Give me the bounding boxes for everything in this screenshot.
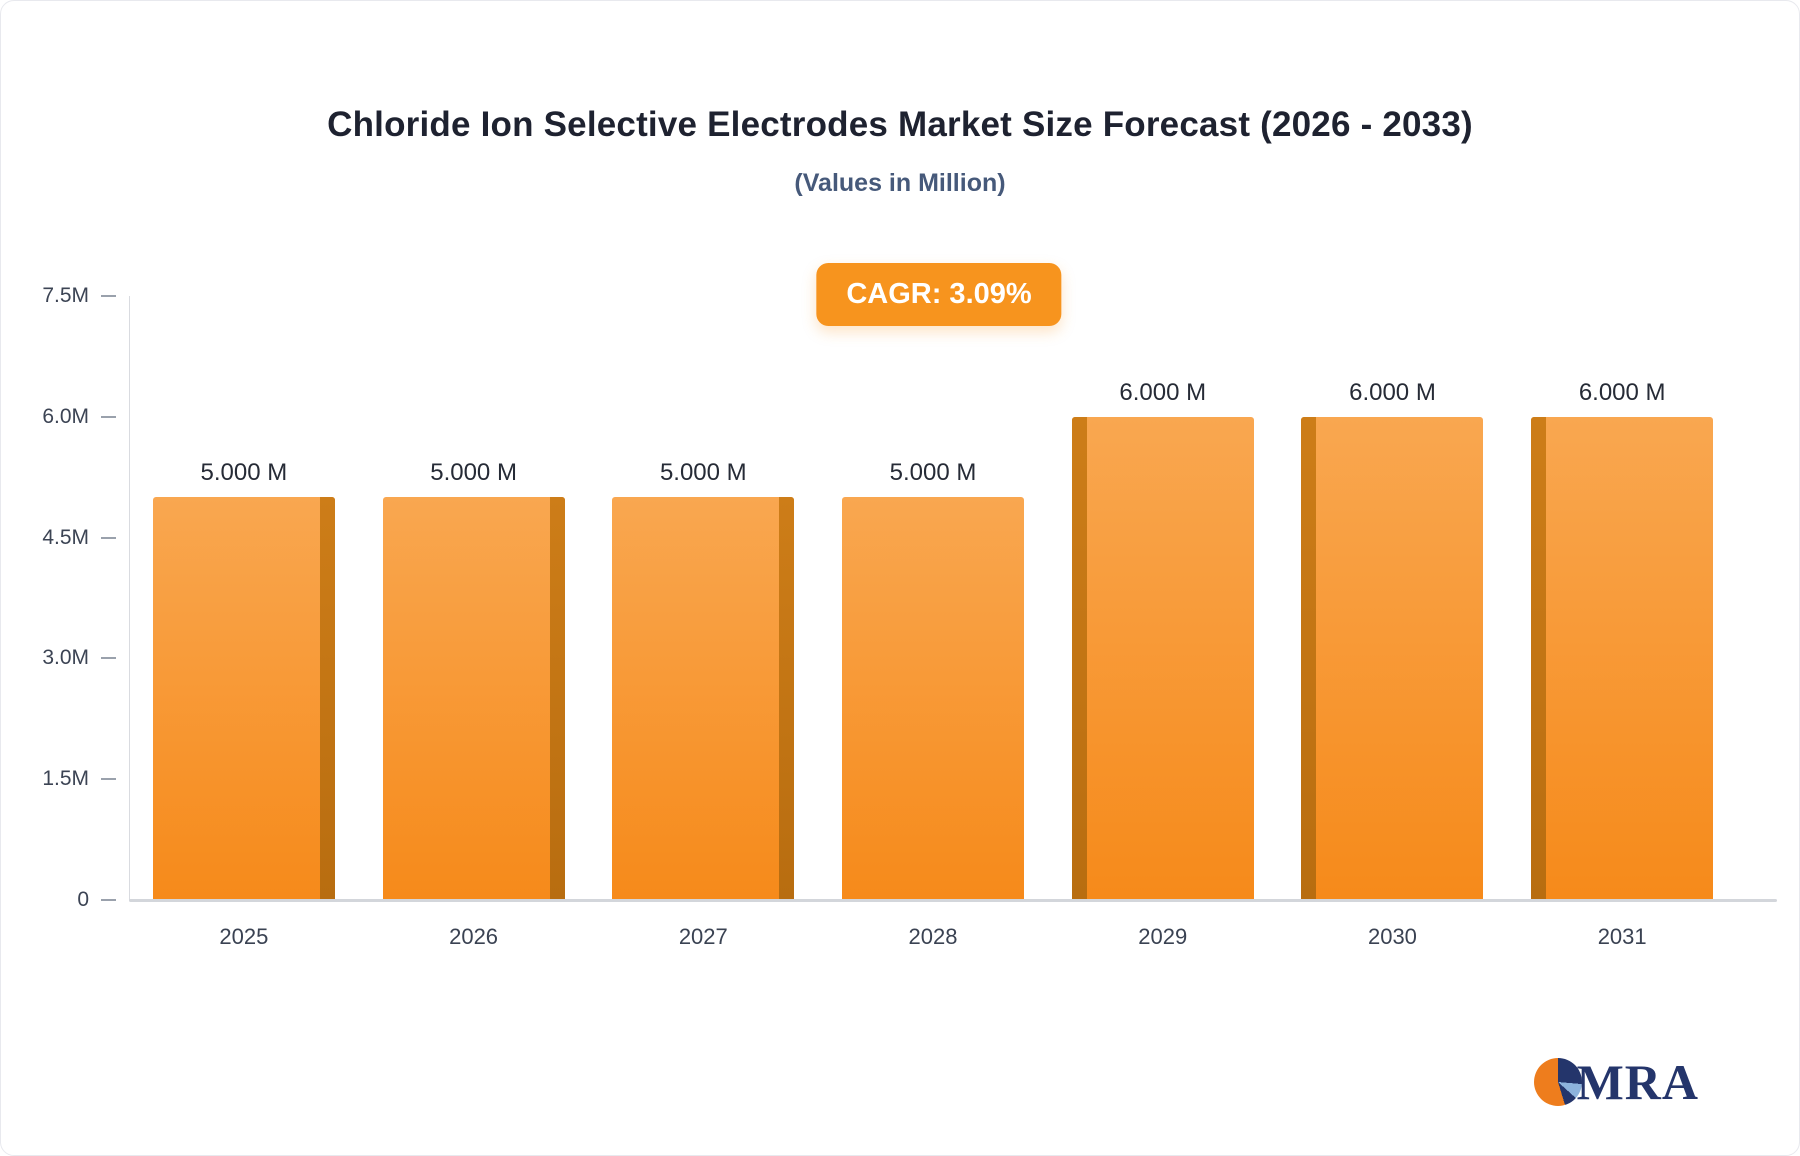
bar xyxy=(612,497,795,900)
bar xyxy=(1301,416,1484,900)
bar-slot: 5.000 M 2027 xyxy=(588,296,818,949)
bar-slot: 5.000 M 2025 xyxy=(129,296,359,949)
bar-value-label: 5.000 M xyxy=(430,459,517,487)
bar-value-label: 6.000 M xyxy=(1119,378,1207,406)
bar-3d-side xyxy=(1531,416,1547,900)
bar-slot: 6.000 M 2029 xyxy=(1048,296,1278,949)
y-axis-line xyxy=(129,296,130,900)
x-axis-label: 2028 xyxy=(908,924,958,949)
x-axis-label: 2026 xyxy=(449,924,499,949)
y-tick-mark xyxy=(101,536,116,539)
bar-value-label: 5.000 M xyxy=(659,459,747,487)
bar xyxy=(152,497,335,900)
bar-slot: 6.000 M 2030 xyxy=(1278,296,1508,949)
plot-area: 7.5M 6.0M 4.5M 3.0M 1.5M 0 5.000 M 2025 5.000 M… xyxy=(42,284,1777,949)
x-axis-label: 2030 xyxy=(1367,924,1417,949)
bar-3d-side xyxy=(1071,416,1087,900)
logo-text: MRA xyxy=(1576,1054,1699,1110)
bar-3d-side xyxy=(549,497,565,900)
y-tick-mark xyxy=(101,778,116,781)
bar-slot: 5.000 M 2028 xyxy=(818,296,1048,949)
bar-3d-side xyxy=(319,497,335,900)
bar xyxy=(382,497,565,900)
bar-value-label: 5.000 M xyxy=(889,459,977,487)
chart-subtitle: (Values in Million) xyxy=(794,169,1006,197)
bar-series: 5.000 M 2025 5.000 M 2026 5.000 M 2027 5.000 M… xyxy=(129,296,1737,949)
bar-slot: 5.000 M 2026 xyxy=(359,296,589,949)
y-tick-mark xyxy=(101,295,116,297)
chart-title: Chloride Ion Selective Electrodes Market… xyxy=(327,105,1473,144)
x-axis-label: 2027 xyxy=(678,924,728,949)
y-tick-label: 6.0M xyxy=(42,404,89,428)
bar-3d-side xyxy=(1301,416,1317,900)
bar xyxy=(842,497,1025,900)
bar-value-label: 5.000 M xyxy=(200,459,288,487)
bar xyxy=(1531,416,1714,900)
y-tick-label: 7.5M xyxy=(42,284,89,307)
y-tick-mark xyxy=(101,415,116,418)
cagr-badge: CAGR: 3.09% xyxy=(816,263,1062,326)
brand-logo: MRA xyxy=(1533,1054,1699,1110)
y-tick-label: 1.5M xyxy=(42,767,89,791)
y-tick-label: 3.0M xyxy=(42,646,89,670)
bar-value-label: 6.000 M xyxy=(1578,378,1666,406)
y-tick-mark xyxy=(101,657,116,660)
bar-3d-side xyxy=(779,497,795,900)
bar-slot: 6.000 M 2031 xyxy=(1507,296,1737,949)
bar-value-label: 6.000 M xyxy=(1349,378,1436,406)
x-axis-label: 2031 xyxy=(1597,924,1647,949)
x-axis-label: 2029 xyxy=(1138,924,1188,949)
pie-chart-logo-icon xyxy=(1533,1058,1582,1106)
x-axis-line xyxy=(129,899,1777,902)
x-axis-label: 2025 xyxy=(219,924,269,949)
bar xyxy=(1071,416,1254,900)
y-tick-mark xyxy=(101,899,116,901)
y-tick-label: 4.5M xyxy=(42,525,89,549)
y-tick-label: 0 xyxy=(77,888,89,911)
